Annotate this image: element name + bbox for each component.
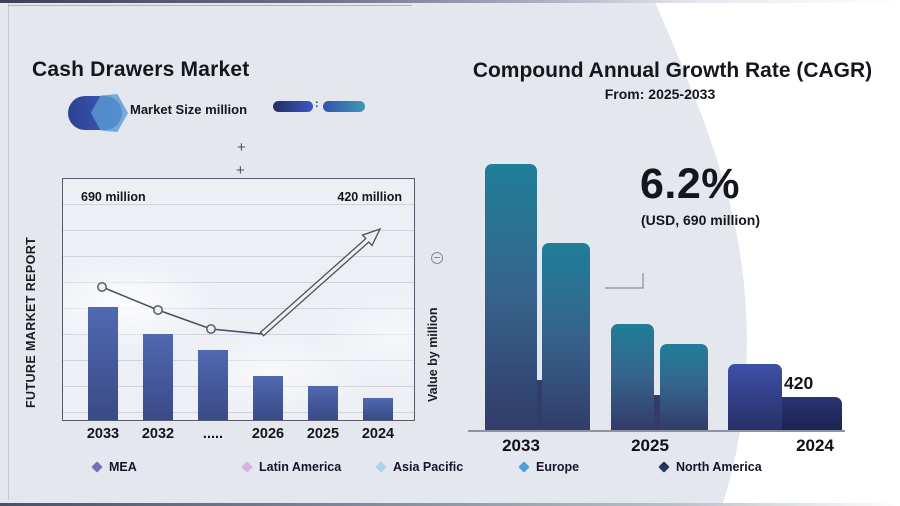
market-size-bar-chart: 690 million 420 million 2033 2032..... 202…	[62, 178, 415, 442]
ratio-pill-dark	[273, 101, 313, 112]
cagr-value: 6.2%	[640, 160, 741, 208]
top-frame-line	[8, 5, 412, 6]
cagr-category-label: 2024	[796, 436, 834, 455]
end-value-annotation: 420 million	[337, 190, 402, 204]
bar-bridge	[537, 380, 542, 430]
start-value-annotation: 690 million	[81, 190, 146, 204]
cagr-axis-line	[468, 430, 845, 432]
bottom-edge-line	[0, 503, 900, 506]
plus-mark-icon: +	[236, 162, 245, 179]
left-category-label: 2033	[86, 426, 120, 442]
cagr-category-label: 2033	[502, 436, 540, 455]
market-size-bar-2026	[253, 376, 283, 420]
market-size-cylinder-icon	[68, 94, 128, 132]
top-edge-line	[0, 0, 900, 3]
left-category-label: 2025	[306, 426, 340, 442]
minus-circle-icon	[431, 252, 443, 264]
market-size-bar-2033	[88, 307, 118, 420]
legend-item-label: North America	[676, 460, 762, 474]
left-category-label: 2032	[141, 426, 175, 442]
market-size-legend-label: Market Size million	[130, 102, 248, 117]
left-vertical-axis-label: FUTURE MARKET REPORT	[24, 236, 38, 408]
cagr-category-label: 2025	[631, 436, 669, 455]
legend-item-label: Europe	[536, 460, 580, 474]
cagr-note: (USD, 690 million)	[641, 212, 761, 228]
right-vertical-axis-label: Value by million	[426, 307, 440, 403]
ratio-colon: :	[315, 98, 319, 110]
left-chart-title: Cash Drawers Market	[32, 58, 250, 81]
legend-item-label: Asia Pacific	[393, 460, 464, 474]
market-size-bar-2025	[308, 386, 338, 420]
cagr-bar-a-2033	[485, 164, 537, 430]
bar-bridge	[654, 395, 660, 430]
cagr-title: Compound Annual Growth Rate (CAGR)	[472, 59, 873, 82]
cagr-bar-a-2024	[728, 364, 782, 430]
left-category-label: 2024	[361, 426, 395, 442]
legend-item-label: Latin America	[259, 460, 342, 474]
cagr-bar-a-2025	[611, 324, 654, 430]
bar-value-annotation: 420	[784, 373, 814, 393]
market-size-bar-.....	[198, 350, 228, 420]
left-category-label: .....	[202, 426, 224, 442]
cagr-subtitle: From: 2025-2033	[604, 86, 716, 102]
legend-item-label: MEA	[109, 460, 137, 474]
left-frame-line	[8, 4, 9, 500]
cagr-bar-b-2025	[660, 344, 708, 430]
cagr-bar-b-2024	[782, 397, 842, 430]
left-category-label: 2026	[251, 426, 285, 442]
market-size-bar-2032	[143, 334, 173, 420]
ratio-pill-teal	[323, 101, 365, 112]
cagr-bar-b-2033	[542, 243, 590, 430]
market-size-bar-2024	[363, 398, 393, 420]
plus-mark-icon: +	[237, 139, 246, 156]
